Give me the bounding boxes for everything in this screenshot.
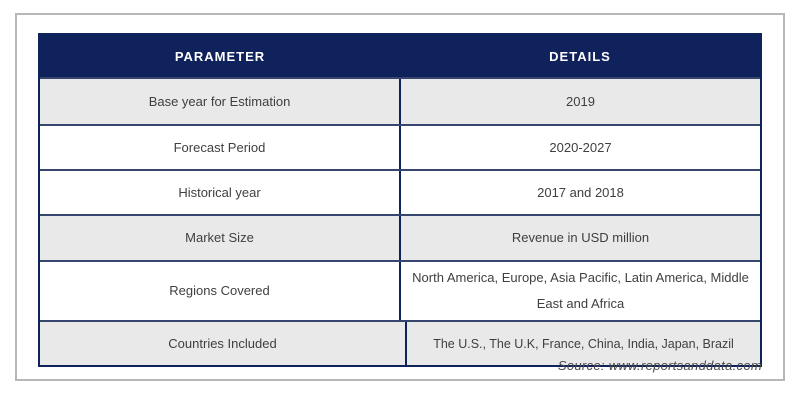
parameters-table: PARAMETER DETAILS Base year for Estimati… [38, 33, 762, 367]
table-row: Base year for Estimation 2019 [40, 77, 760, 124]
table-header-row: PARAMETER DETAILS [40, 35, 760, 77]
table-row: Countries Included The U.S., The U.K, Fra… [40, 320, 760, 365]
parameter-cell: Regions Covered [40, 262, 401, 320]
column-header-parameter: PARAMETER [174, 48, 266, 64]
table-row: Forecast Period 2020-2027 [40, 124, 760, 169]
source-attribution: Source: www.reportsanddata.com [557, 358, 762, 373]
details-cell: 2020-2027 [549, 139, 612, 155]
details-cell: 2019 [566, 93, 595, 109]
table-body: Base year for Estimation 2019 Forecast Per… [40, 77, 760, 365]
parameter-cell: Forecast Period [40, 126, 401, 169]
details-cell: The U.S., The U.K, France, China, India,… [433, 336, 734, 351]
column-header-details: DETAILS [549, 48, 611, 64]
details-cell: North America, Europe, Asia Pacific, Lat… [412, 270, 749, 311]
parameter-cell: Countries Included [40, 322, 407, 365]
parameter-cell: Historical year [40, 171, 401, 214]
table-row: Regions Covered North America, Europe, As… [40, 260, 760, 320]
details-cell: Revenue in USD million [511, 230, 650, 245]
details-cell: 2017 and 2018 [537, 184, 624, 200]
parameter-cell: Market Size [40, 216, 401, 260]
table-row: Market Size Revenue in USD million [40, 214, 760, 260]
table-row: Historical year 2017 and 2018 [40, 169, 760, 214]
parameter-cell: Base year for Estimation [40, 79, 401, 124]
